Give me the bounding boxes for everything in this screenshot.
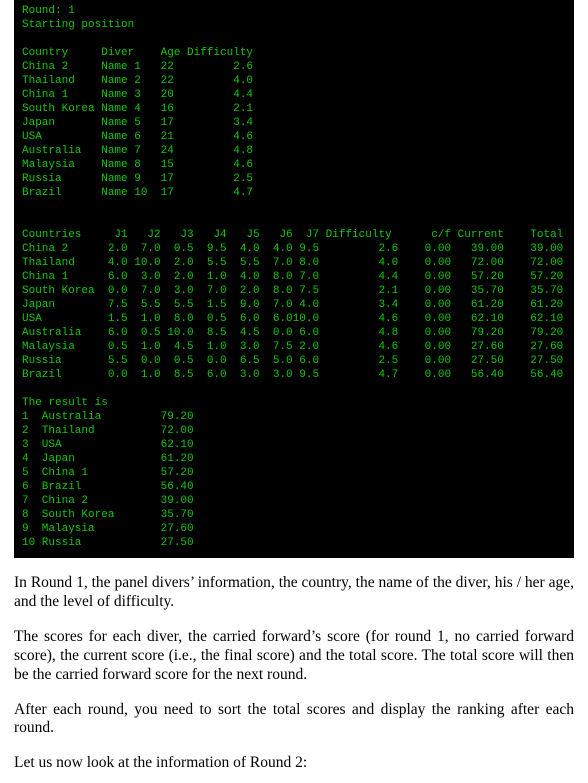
paragraph-scores-explain: The scores for each diver, the carried f…: [14, 628, 574, 685]
document-body: In Round 1, the panel divers’ informatio…: [0, 558, 588, 783]
paragraph-sort-ranking: After each round, you need to sort the t…: [14, 701, 574, 739]
terminal-output: Round: 1 Starting position Country Diver…: [14, 0, 574, 558]
paragraph-round1-intro: In Round 1, the panel divers’ informatio…: [14, 574, 574, 612]
paragraph-round2-intro: Let us now look at the information of Ro…: [14, 754, 574, 773]
